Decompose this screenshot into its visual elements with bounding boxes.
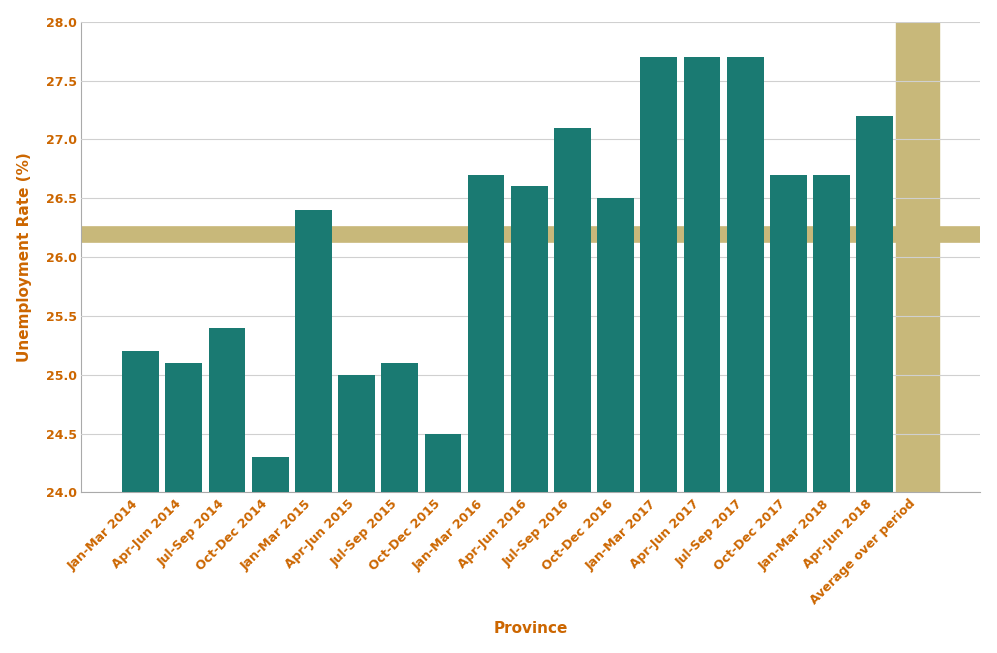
- Bar: [727, 57, 764, 653]
- Y-axis label: Unemployment Rate (%): Unemployment Rate (%): [17, 152, 32, 362]
- Bar: [856, 116, 893, 653]
- Bar: [554, 127, 591, 653]
- Bar: [597, 199, 634, 653]
- Bar: [510, 187, 547, 653]
- Bar: [814, 174, 849, 653]
- Bar: [770, 174, 807, 653]
- Bar: [640, 57, 677, 653]
- Bar: [468, 174, 504, 653]
- Bar: [123, 351, 159, 653]
- Bar: [252, 457, 288, 653]
- Bar: [896, 22, 939, 492]
- X-axis label: Province: Province: [494, 622, 568, 636]
- Bar: [208, 328, 245, 653]
- Bar: [425, 434, 462, 653]
- Bar: [338, 375, 375, 653]
- Bar: [684, 57, 720, 653]
- Bar: [166, 363, 202, 653]
- Bar: [382, 363, 418, 653]
- Bar: [295, 210, 332, 653]
